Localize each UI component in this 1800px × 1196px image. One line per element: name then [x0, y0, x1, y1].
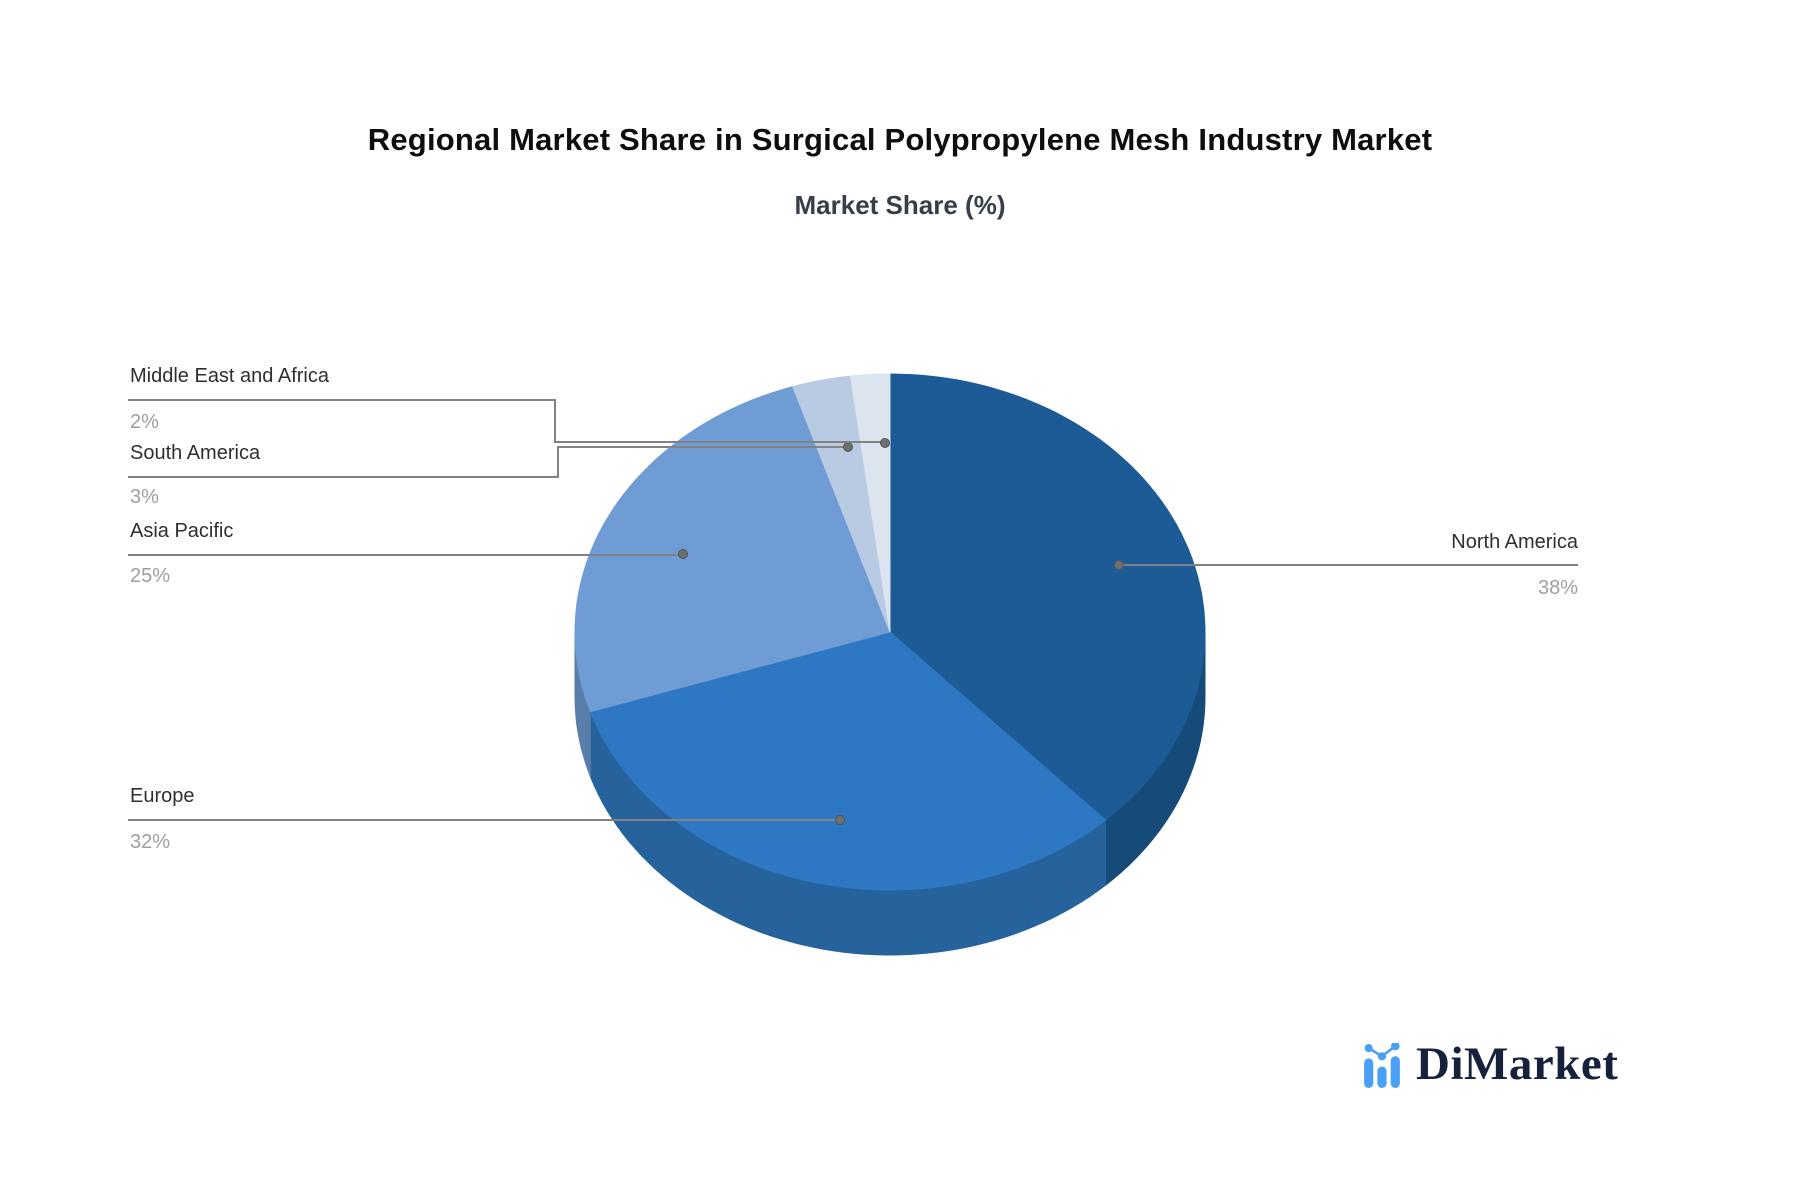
slice-north-america[interactable] — [889, 373, 1206, 821]
leader-dot-middle-east-and-africa — [880, 438, 890, 448]
slice-label-south-america: South America — [130, 442, 261, 464]
slice-percent-middle-east-and-africa: 2% — [130, 411, 159, 433]
dimarket-logo: DiMarket — [1362, 1040, 1618, 1088]
leader-line-south-america — [128, 446, 848, 478]
slice-percent-asia-pacific: 25% — [130, 565, 171, 587]
chart-subtitle: Market Share (%) — [794, 190, 1006, 220]
slice-asia-pacific[interactable] — [574, 385, 891, 713]
slice-label-north-america: North America — [1451, 531, 1578, 553]
slice-label-europe: Europe — [130, 785, 195, 807]
leader-dot-europe — [835, 815, 845, 825]
leader-dot-south-america — [843, 442, 853, 452]
slice-label-asia-pacific: Asia Pacific — [130, 520, 234, 542]
slice-percent-europe: 32% — [130, 831, 171, 853]
slice-europe[interactable] — [589, 631, 1107, 891]
leader-line-middle-east-and-africa — [128, 399, 885, 443]
chart-title: Regional Market Share in Surgical Polypr… — [367, 122, 1433, 157]
slice-label-middle-east-and-africa: Middle East and Africa — [130, 365, 329, 387]
slice-percent-south-america: 3% — [130, 486, 159, 508]
slice-middle-east-and-africa[interactable] — [849, 373, 891, 633]
leader-lines — [128, 399, 1578, 825]
slice-south-america[interactable] — [792, 375, 891, 633]
bar-chart-sparkline-icon — [1364, 1043, 1400, 1088]
leader-dot-asia-pacific — [678, 549, 688, 559]
dimarket-logo-text: DiMarket — [1416, 1038, 1619, 1090]
leader-dot-north-america — [1114, 560, 1124, 570]
slice-percent-north-america: 38% — [1537, 577, 1578, 599]
